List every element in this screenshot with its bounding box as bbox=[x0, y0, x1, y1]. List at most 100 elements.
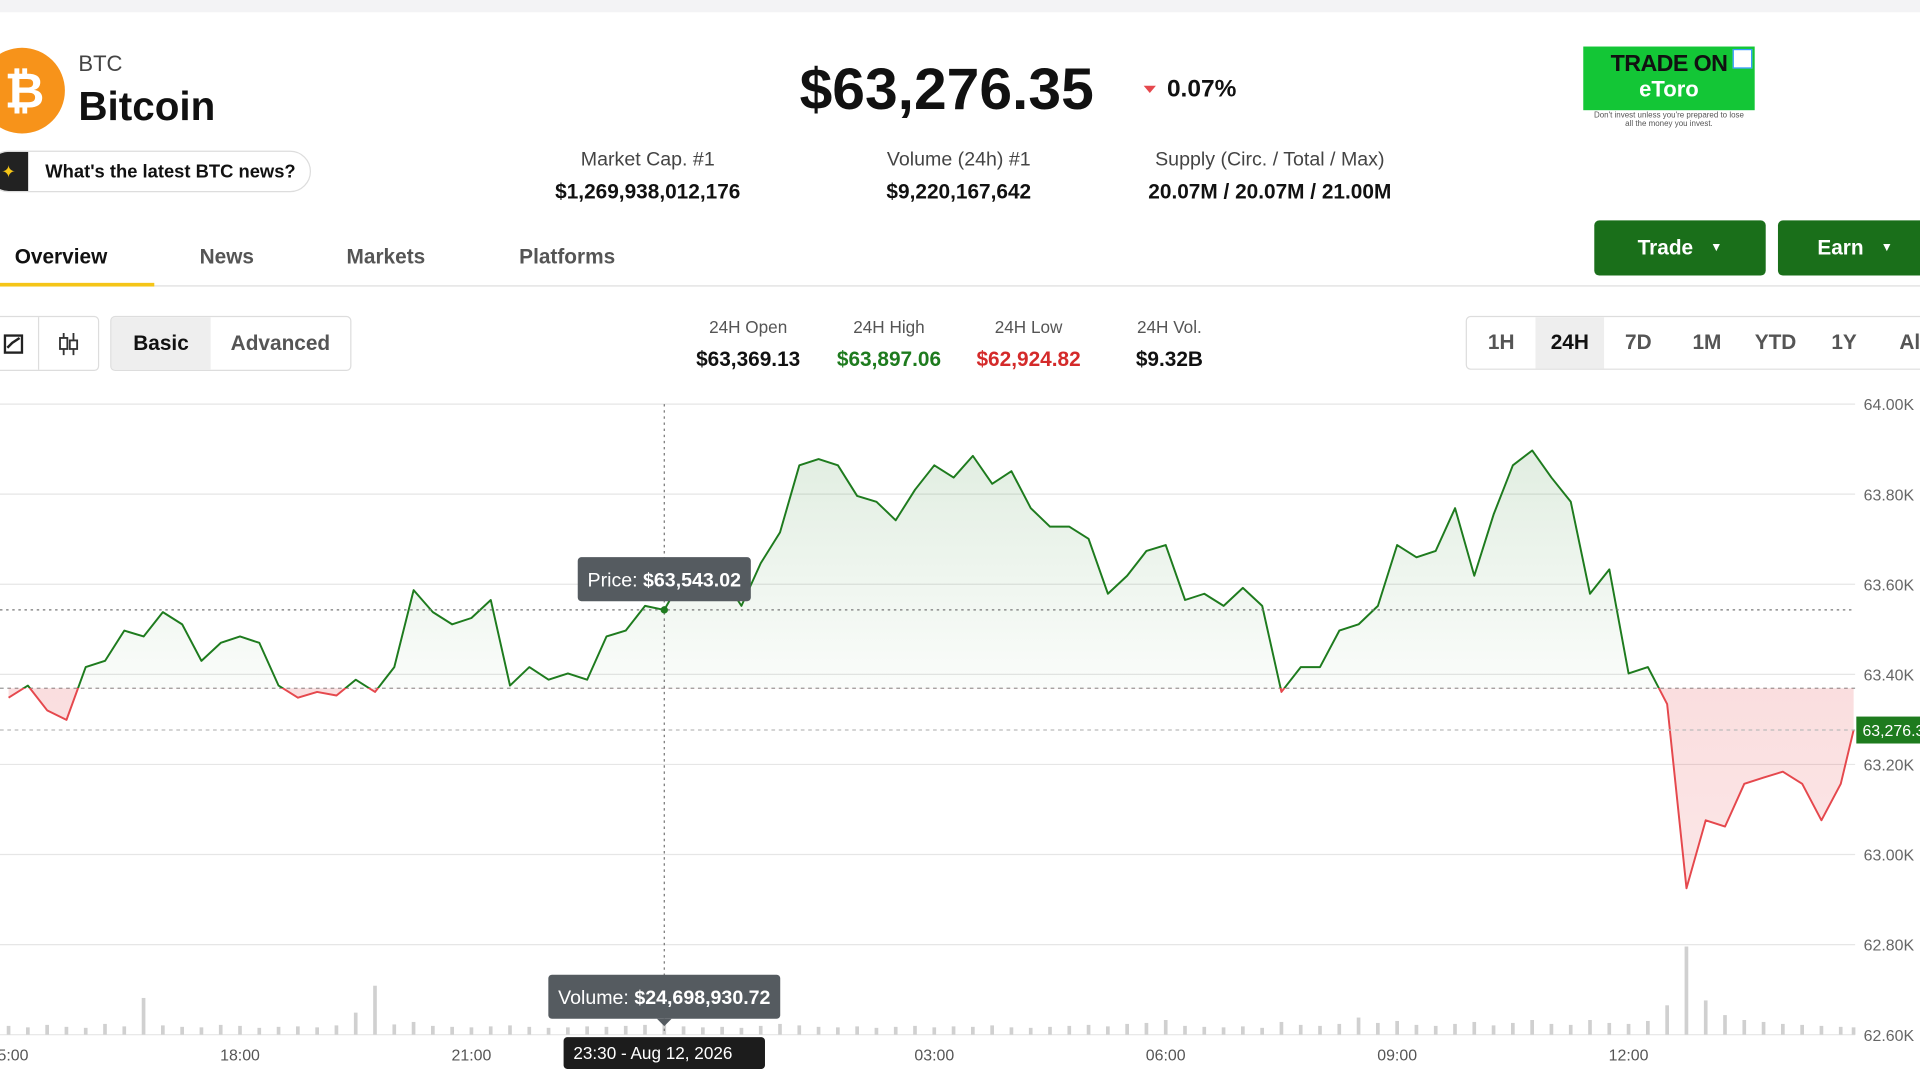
news-prompt[interactable]: ✦ What's the latest BTC news? bbox=[0, 150, 312, 193]
time-tooltip-text: 23:30 - Aug 12, 2026 bbox=[573, 1043, 732, 1063]
top-strip bbox=[0, 0, 1920, 13]
day-stat-label: 24H Vol. bbox=[1136, 317, 1202, 337]
volume-bar bbox=[353, 1012, 358, 1035]
volume-bar bbox=[45, 1024, 49, 1035]
price-area bbox=[8, 450, 1854, 889]
volume-bar bbox=[932, 1027, 937, 1035]
range-group bbox=[1465, 315, 1920, 370]
volume-tooltip-text: Volume: $24,698,930.72 bbox=[558, 987, 770, 1009]
volume-bar bbox=[1819, 1025, 1824, 1035]
trade-button[interactable]: Trade ▼ bbox=[1594, 220, 1766, 276]
ad-banner: TRADE ON eToro bbox=[1583, 46, 1755, 111]
y-tick-label: 63.60K bbox=[1864, 577, 1915, 594]
range-button[interactable]: 1M bbox=[1692, 330, 1722, 354]
svg-text:₿: ₿ bbox=[5, 65, 45, 119]
volume-bar bbox=[1851, 1027, 1856, 1035]
y-tick-label: 63.00K bbox=[1864, 848, 1915, 865]
volume-bar bbox=[83, 1027, 88, 1035]
ad[interactable]: TRADE ON eToro Don't invest unless you'r… bbox=[1583, 46, 1755, 135]
ad-headline: TRADE ON bbox=[1610, 51, 1728, 78]
volume-bar bbox=[296, 1026, 300, 1035]
day-stat-label: 24H High bbox=[853, 317, 925, 337]
volume-bar bbox=[913, 1025, 917, 1035]
tab[interactable]: Overview bbox=[14, 244, 108, 269]
range-button[interactable]: All bbox=[1899, 330, 1920, 354]
caret: ▼ bbox=[1880, 241, 1893, 255]
volume-bar bbox=[1279, 1021, 1284, 1035]
volume-bar bbox=[1781, 1023, 1785, 1035]
volume-bar bbox=[1163, 1020, 1168, 1035]
volume-tooltip-label: Volume: bbox=[558, 987, 629, 1009]
volume-bar bbox=[990, 1025, 994, 1035]
hover-dot bbox=[660, 606, 668, 614]
volume-bar bbox=[1414, 1024, 1419, 1035]
volume-bar bbox=[1684, 946, 1689, 1035]
line-icon[interactable] bbox=[0, 317, 40, 370]
volume-bar bbox=[431, 1025, 435, 1035]
volume-bar bbox=[623, 1025, 628, 1035]
range-button[interactable]: YTD bbox=[1754, 330, 1797, 354]
price-tooltip-box bbox=[577, 557, 751, 602]
range-button[interactable]: 7D bbox=[1625, 330, 1652, 354]
earn-button[interactable]: Earn ▼ bbox=[1777, 220, 1920, 276]
x-tick-label: 09:00 bbox=[1377, 1047, 1417, 1064]
ad-disclaimer: Don't invest unless you're prepared to l… bbox=[1593, 111, 1744, 129]
button-text: Earn bbox=[1817, 235, 1864, 259]
y-tick-label: 62.60K bbox=[1864, 1028, 1915, 1045]
price-line bbox=[8, 449, 1855, 890]
icon bbox=[3, 333, 24, 354]
volume-bar bbox=[758, 1025, 763, 1035]
coin-name: Bitcoin bbox=[78, 83, 216, 129]
volume-bar bbox=[1337, 1023, 1342, 1035]
volume-bar bbox=[141, 997, 146, 1035]
time-tooltip-box bbox=[563, 1037, 765, 1069]
volume-bar bbox=[604, 1026, 609, 1035]
mode-basic[interactable]: Basic bbox=[111, 317, 211, 370]
volume-bar bbox=[1106, 1026, 1110, 1035]
volume-tooltip-value: $24,698,930.72 bbox=[634, 987, 770, 1009]
volume-bar bbox=[257, 1027, 262, 1035]
day-stat-value: $63,369.13 bbox=[696, 347, 801, 372]
volume-bar bbox=[681, 1026, 686, 1035]
range-button[interactable]: 1Y bbox=[1831, 330, 1857, 354]
y-tick-label: 63.80K bbox=[1864, 487, 1915, 504]
volume-bar bbox=[1491, 1025, 1496, 1035]
tab-divider bbox=[0, 285, 1920, 287]
mode-advanced[interactable]: Advanced bbox=[230, 331, 331, 355]
current-price-badge bbox=[1856, 716, 1920, 744]
volume-bar bbox=[1376, 1022, 1380, 1035]
range-button[interactable]: 1H bbox=[1487, 330, 1515, 354]
volume-bar bbox=[527, 1026, 532, 1035]
tab[interactable]: News bbox=[199, 244, 254, 269]
volume-bar bbox=[701, 1027, 705, 1035]
volume-bar bbox=[1202, 1026, 1207, 1035]
time-tooltip: 23:30 - Aug 12, 2026 bbox=[563, 1037, 765, 1069]
volume-tooltip-pointer bbox=[656, 1018, 672, 1027]
volume-bar bbox=[1800, 1024, 1804, 1035]
volume-bar bbox=[392, 1024, 397, 1035]
volume-bar bbox=[161, 1025, 165, 1035]
volume-bar bbox=[508, 1025, 512, 1035]
range-button[interactable]: 24H bbox=[1535, 317, 1605, 369]
volume-bar bbox=[739, 1027, 744, 1035]
volume-bar bbox=[816, 1026, 821, 1035]
candle-icon[interactable] bbox=[39, 317, 98, 370]
bitcoin-logo: ₿ bbox=[0, 47, 65, 134]
mode-toggle: Basic Advanced bbox=[110, 315, 352, 372]
volume-bar bbox=[893, 1026, 898, 1035]
day-stat-value: $63,897.06 bbox=[836, 347, 942, 372]
volume-bar bbox=[1511, 1022, 1515, 1035]
tab[interactable]: Markets bbox=[346, 244, 426, 269]
tab[interactable]: Platforms bbox=[519, 244, 616, 269]
volume-bar bbox=[951, 1026, 956, 1035]
volume-bar bbox=[1530, 1020, 1534, 1035]
day-stat-label: 24H Low bbox=[994, 317, 1063, 337]
change: 0.07% bbox=[1166, 75, 1237, 103]
caret: ▼ bbox=[1710, 241, 1723, 255]
volume-bar bbox=[1318, 1025, 1322, 1035]
volume-bar bbox=[778, 1023, 782, 1035]
icon bbox=[59, 332, 79, 355]
volume-bar bbox=[315, 1027, 319, 1035]
stat-label: Market Cap. #1 bbox=[580, 149, 715, 171]
